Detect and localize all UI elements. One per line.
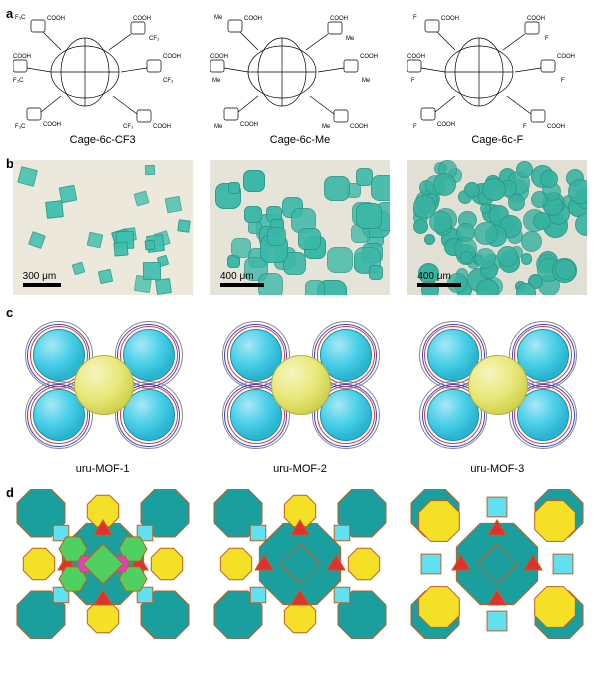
caption-a-1: Cage-6c-CF3 — [70, 134, 136, 146]
cooh-1: COOH — [47, 16, 65, 22]
crystal-structure-1 — [13, 309, 193, 459]
scalebar-2: 400 μm — [220, 271, 264, 287]
scalebar-label-2: 400 μm — [220, 271, 254, 282]
group-6: F₃C — [13, 78, 24, 84]
col-c-2: uru-MOF-2 — [205, 309, 394, 475]
svg-text:Me: Me — [346, 36, 355, 42]
group-1: F₃C — [15, 15, 26, 21]
col-b-1: 300 μm — [8, 160, 197, 295]
svg-text:Me: Me — [322, 124, 331, 130]
col-b-3: 400 μm — [403, 160, 592, 295]
caption-c-1: uru-MOF-1 — [76, 463, 130, 475]
col-d-1 — [8, 489, 197, 639]
scalebar-bar-1 — [23, 283, 61, 287]
col-a-2: Me COOH COOH Me COOH Me COOH Me Me COOH Me COO… — [205, 10, 394, 146]
svg-text:COOH: COOH — [557, 54, 575, 60]
col-b-2: 400 μm — [205, 160, 394, 295]
caption-a-2: Cage-6c-Me — [270, 134, 331, 146]
svg-text:COOH: COOH — [441, 16, 459, 22]
svg-text:F: F — [413, 15, 417, 21]
tiling-3 — [407, 489, 587, 639]
svg-text:Me: Me — [362, 78, 371, 84]
chem-structure-3: F COOH COOH F COOH F COOH F F COOH F COOH — [407, 10, 587, 130]
scalebar-bar-2 — [220, 283, 264, 287]
caption-a-3: Cage-6c-F — [471, 134, 523, 146]
svg-text:COOH: COOH — [244, 16, 262, 22]
cooh-4: COOH — [153, 124, 171, 130]
caption-c-2: uru-MOF-2 — [273, 463, 327, 475]
row-a: a — [8, 10, 592, 146]
tiling-1 — [13, 489, 193, 639]
scalebar-3: 400 μm — [417, 271, 461, 287]
svg-text:F: F — [545, 36, 549, 42]
svg-text:COOH: COOH — [407, 54, 425, 60]
microscopy-3: 400 μm — [407, 160, 587, 295]
microscopy-2: 400 μm — [210, 160, 390, 295]
row-c: c uru-MOF-1 uru-MOF-2 uru-MOF-3 — [8, 309, 592, 475]
chem-structure-1: F₃C COOH COOH CF₃ COOH CF₃ COOH CF₃ F₃C … — [13, 10, 193, 130]
crystal-structure-2 — [210, 309, 390, 459]
caption-c-3: uru-MOF-3 — [470, 463, 524, 475]
group-4: CF₃ — [123, 124, 134, 130]
scalebar-1: 300 μm — [23, 271, 61, 287]
cooh-6: COOH — [13, 54, 31, 60]
svg-text:F: F — [561, 78, 565, 84]
svg-text:COOH: COOH — [360, 54, 378, 60]
svg-text:Me: Me — [214, 124, 223, 130]
chem-structure-2: Me COOH COOH Me COOH Me COOH Me Me COOH Me COO… — [210, 10, 390, 130]
cooh-3: COOH — [163, 54, 181, 60]
tiling-2 — [210, 489, 390, 639]
col-c-1: uru-MOF-1 — [8, 309, 197, 475]
group-3: CF₃ — [163, 78, 174, 84]
svg-text:COOH: COOH — [527, 16, 545, 22]
col-a-3: F COOH COOH F COOH F COOH F F COOH F COOH Cage… — [403, 10, 592, 146]
row-b: b 300 μm 400 μm 400 μm — [8, 160, 592, 295]
svg-text:F: F — [411, 78, 415, 84]
svg-text:COOH: COOH — [240, 122, 258, 128]
svg-text:F: F — [413, 124, 417, 130]
svg-text:COOH: COOH — [330, 16, 348, 22]
row-d: d — [8, 489, 592, 639]
col-c-3: uru-MOF-3 — [403, 309, 592, 475]
crystal-structure-3 — [407, 309, 587, 459]
svg-text:COOH: COOH — [437, 122, 455, 128]
svg-text:COOH: COOH — [210, 54, 228, 60]
scalebar-label-3: 400 μm — [417, 271, 451, 282]
cooh-2: COOH — [133, 16, 151, 22]
svg-text:Me: Me — [214, 15, 223, 21]
scalebar-bar-3 — [417, 283, 461, 287]
microscopy-1: 300 μm — [13, 160, 193, 295]
svg-text:Me: Me — [212, 78, 221, 84]
cooh-5: COOH — [43, 122, 61, 128]
col-d-3 — [403, 489, 592, 639]
svg-text:COOH: COOH — [547, 124, 565, 130]
col-a-1: F₃C COOH COOH CF₃ COOH CF₃ COOH CF₃ F₃C … — [8, 10, 197, 146]
svg-text:COOH: COOH — [350, 124, 368, 130]
group-5: F₃C — [15, 124, 26, 130]
col-d-2 — [205, 489, 394, 639]
group-2: CF₃ — [149, 36, 160, 42]
svg-text:F: F — [523, 124, 527, 130]
scalebar-label-1: 300 μm — [23, 271, 57, 282]
figure-container: a — [0, 0, 600, 649]
